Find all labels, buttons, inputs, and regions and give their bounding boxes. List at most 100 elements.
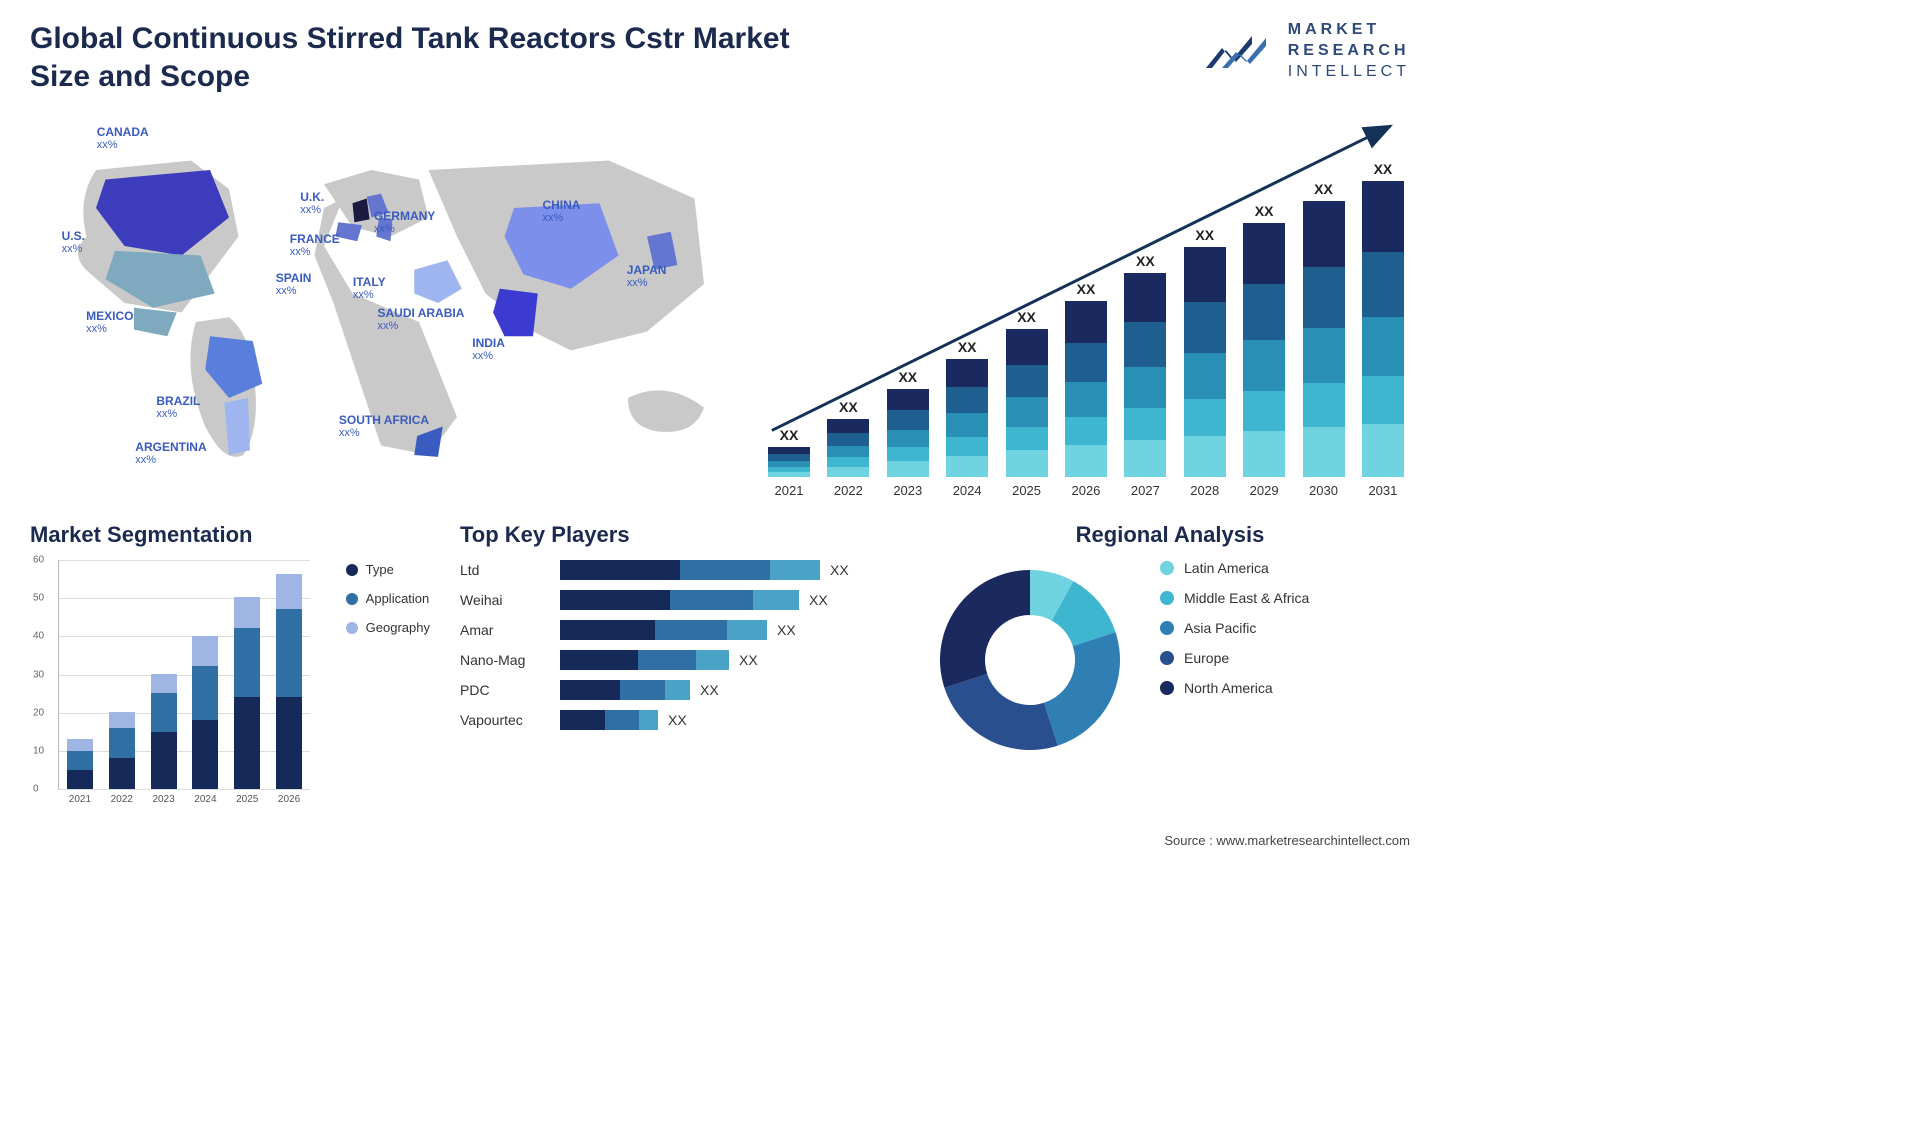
map-label-italy: ITALYxx% xyxy=(353,275,386,301)
growth-year-label: 2022 xyxy=(834,483,863,498)
players-chart: LtdXXWeihaiXXAmarXXNano-MagXXPDCXXVapour… xyxy=(460,560,900,730)
growth-year-label: 2031 xyxy=(1368,483,1397,498)
player-name: PDC xyxy=(460,682,560,698)
growth-value-label: XX xyxy=(1136,253,1155,269)
segmentation-title: Market Segmentation xyxy=(30,522,430,548)
source-label: Source : www.marketresearchintellect.com xyxy=(1164,833,1410,848)
players-panel: Top Key Players LtdXXWeihaiXXAmarXXNano-… xyxy=(460,522,900,790)
brand-line3: INTELLECT xyxy=(1288,62,1410,83)
player-row-weihai: Weihai XX xyxy=(460,590,900,610)
growth-value-label: XX xyxy=(1195,227,1214,243)
player-row-vapourtec: Vapourtec XX xyxy=(460,710,900,730)
growth-chart-panel: XX 2021 XX 2022 XX 2023 XX 2024 XX 2025 XX 2026 XX 20… xyxy=(762,113,1410,498)
growth-bar-2027: XX 2027 xyxy=(1124,253,1166,498)
seg-bar-2024 xyxy=(192,636,218,789)
seg-bar-2023 xyxy=(151,674,177,789)
growth-year-label: 2024 xyxy=(953,483,982,498)
map-label-france: FRANCExx% xyxy=(290,232,340,258)
player-row-amar: Amar XX xyxy=(460,620,900,640)
region-legend-asiapacific: Asia Pacific xyxy=(1160,620,1309,636)
growth-year-label: 2025 xyxy=(1012,483,1041,498)
growth-bar-2026: XX 2026 xyxy=(1065,281,1107,498)
player-name: Nano-Mag xyxy=(460,652,560,668)
seg-bar-2022 xyxy=(109,712,135,789)
player-value: XX xyxy=(700,682,719,698)
growth-bar-2022: XX 2022 xyxy=(827,399,869,498)
player-name: Ltd xyxy=(460,562,560,578)
growth-year-label: 2021 xyxy=(775,483,804,498)
map-label-argentina: ARGENTINAxx% xyxy=(135,440,206,466)
region-legend-middleeastafrica: Middle East & Africa xyxy=(1160,590,1309,606)
growth-bar-2030: XX 2030 xyxy=(1303,181,1345,498)
donut-seg-europe xyxy=(944,674,1057,750)
growth-value-label: XX xyxy=(839,399,858,415)
seg-legend-type: Type xyxy=(346,562,430,577)
growth-bar-2028: XX 2028 xyxy=(1184,227,1226,498)
player-name: Weihai xyxy=(460,592,560,608)
growth-year-label: 2023 xyxy=(893,483,922,498)
brand-logo: MARKET RESEARCH INTELLECT xyxy=(1204,20,1410,82)
donut-seg-northamerica xyxy=(940,570,1030,688)
brand-logo-icon xyxy=(1204,26,1274,76)
regional-donut xyxy=(930,560,1130,760)
growth-value-label: XX xyxy=(1077,281,1096,297)
world-map-panel: CANADAxx% U.S.xx% MEXICOxx% BRAZILxx% ARGENT… xyxy=(30,113,732,498)
segmentation-panel: Market Segmentation 01020304050602021202… xyxy=(30,522,430,790)
seg-legend-application: Application xyxy=(346,591,430,606)
player-value: XX xyxy=(777,622,796,638)
map-label-us: U.S.xx% xyxy=(62,229,85,255)
growth-bar-2024: XX 2024 xyxy=(946,339,988,498)
growth-value-label: XX xyxy=(1255,203,1274,219)
seg-legend-geography: Geography xyxy=(346,620,430,635)
map-label-mexico: MEXICOxx% xyxy=(86,309,133,335)
brand-line2: RESEARCH xyxy=(1288,41,1410,62)
growth-year-label: 2026 xyxy=(1071,483,1100,498)
map-label-spain: SPAINxx% xyxy=(276,271,312,297)
seg-bar-2026 xyxy=(276,574,302,789)
player-row-ltd: LtdXX xyxy=(460,560,900,580)
map-label-india: INDIAxx% xyxy=(472,336,505,362)
growth-year-label: 2027 xyxy=(1131,483,1160,498)
growth-bar-2029: XX 2029 xyxy=(1243,203,1285,498)
map-label-brazil: BRAZILxx% xyxy=(156,394,200,420)
region-legend-northamerica: North America xyxy=(1160,680,1309,696)
growth-bar-2021: XX 2021 xyxy=(768,427,810,498)
map-label-southafrica: SOUTH AFRICAxx% xyxy=(339,413,429,439)
region-legend-latinamerica: Latin America xyxy=(1160,560,1309,576)
growth-value-label: XX xyxy=(1314,181,1333,197)
seg-bar-2021 xyxy=(67,739,93,789)
growth-value-label: XX xyxy=(1017,309,1036,325)
map-label-germany: GERMANYxx% xyxy=(374,209,435,235)
player-name: Vapourtec xyxy=(460,712,560,728)
growth-year-label: 2028 xyxy=(1190,483,1219,498)
players-title: Top Key Players xyxy=(460,522,900,548)
map-label-uk: U.K.xx% xyxy=(300,190,324,216)
map-label-china: CHINAxx% xyxy=(542,198,580,224)
brand-line1: MARKET xyxy=(1288,20,1410,41)
segmentation-chart: 0102030405060202120222023202420252026 xyxy=(58,560,310,790)
player-value: XX xyxy=(809,592,828,608)
growth-year-label: 2029 xyxy=(1250,483,1279,498)
player-row-nanomag: Nano-Mag XX xyxy=(460,650,900,670)
map-label-saudiarabia: SAUDI ARABIAxx% xyxy=(377,306,464,332)
regional-legend: Latin America Middle East & Africa Asia Pa… xyxy=(1160,560,1309,710)
region-legend-europe: Europe xyxy=(1160,650,1309,666)
regional-panel: Regional Analysis Latin AmericaMiddle Ea… xyxy=(930,522,1410,790)
player-value: XX xyxy=(739,652,758,668)
growth-year-label: 2030 xyxy=(1309,483,1338,498)
growth-bar-2025: XX 2025 xyxy=(1006,309,1048,498)
growth-value-label: XX xyxy=(1374,161,1393,177)
map-label-canada: CANADAxx% xyxy=(97,125,149,151)
player-row-pdc: PDC XX xyxy=(460,680,900,700)
player-value: XX xyxy=(668,712,687,728)
page-title: Global Continuous Stirred Tank Reactors … xyxy=(30,20,810,95)
growth-value-label: XX xyxy=(780,427,799,443)
seg-bar-2025 xyxy=(234,597,260,789)
map-label-japan: JAPANxx% xyxy=(627,263,667,289)
growth-bar-2023: XX 2023 xyxy=(887,369,929,498)
segmentation-legend: Type Application Geography xyxy=(346,562,430,649)
player-name: Amar xyxy=(460,622,560,638)
growth-value-label: XX xyxy=(898,369,917,385)
donut-seg-asiapacific xyxy=(1044,632,1120,745)
growth-value-label: XX xyxy=(958,339,977,355)
